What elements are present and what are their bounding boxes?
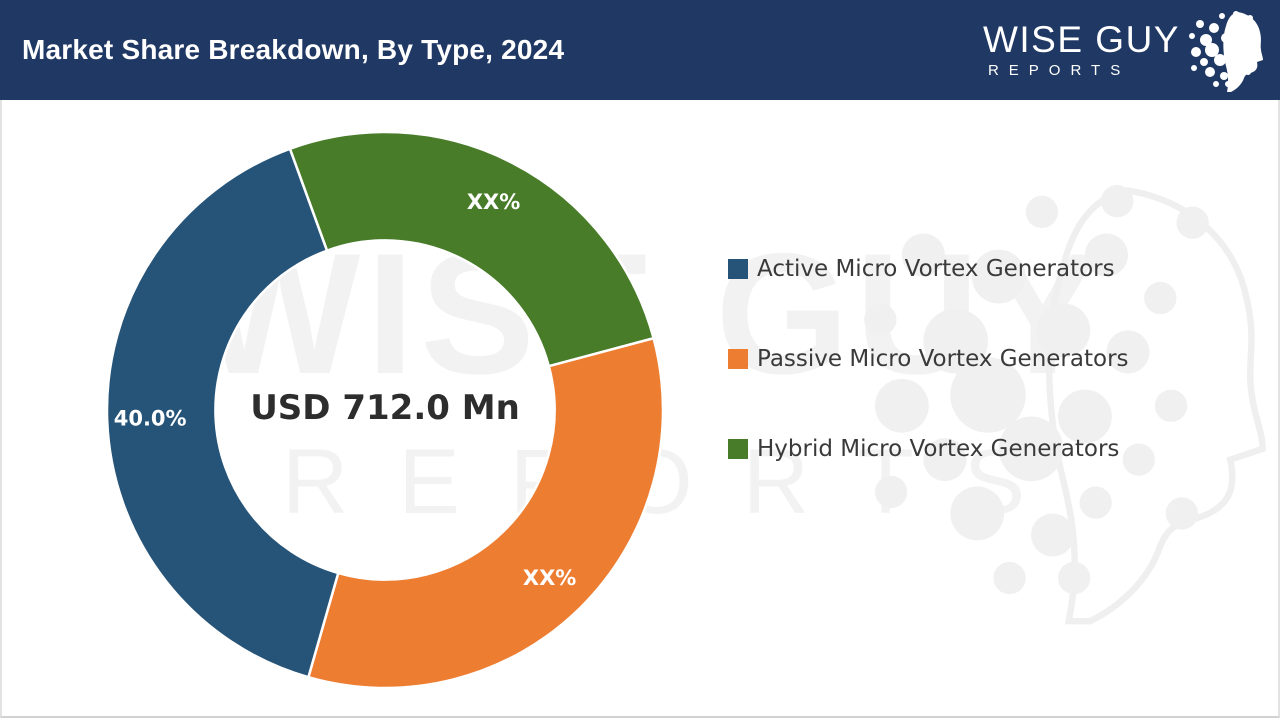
- legend-swatch-hybrid: [728, 439, 748, 459]
- donut-center-label: USD 712.0 Mn: [250, 388, 520, 428]
- legend-item-active: Active Micro Vortex Generators: [728, 257, 1129, 281]
- donut-segment: [288, 130, 656, 368]
- legend-label: Passive Micro Vortex Generators: [757, 346, 1129, 372]
- donut-chart: XX% XX% 40.0%: [105, 130, 665, 690]
- logo: WISE GUY REPORTS: [983, 6, 1266, 94]
- segment-label: 40.0%: [114, 407, 187, 431]
- page-title: Market Share Breakdown, By Type, 2024: [22, 34, 565, 65]
- donut-segment: [105, 147, 340, 679]
- segment-label: XX%: [467, 190, 520, 214]
- logo-wordmark: WISE GUY: [982, 19, 1180, 60]
- legend-swatch-active: [728, 259, 748, 279]
- legend-label: Active Micro Vortex Generators: [757, 256, 1115, 282]
- segment-label: XX%: [523, 566, 576, 590]
- legend: Active Micro Vortex Generators Passive M…: [728, 257, 1129, 461]
- logo-text: WISE GUY REPORTS: [983, 21, 1180, 79]
- donut-segment: [306, 336, 665, 690]
- legend-item-hybrid: Hybrid Micro Vortex Generators: [728, 437, 1129, 461]
- logo-subtext: REPORTS: [987, 62, 1131, 79]
- legend-item-passive: Passive Micro Vortex Generators: [728, 347, 1129, 371]
- legend-label: Hybrid Micro Vortex Generators: [757, 436, 1120, 462]
- logo-face-icon: [1189, 11, 1263, 92]
- legend-swatch-passive: [728, 349, 748, 369]
- chart-area: XX% XX% 40.0% USD 712.0 Mn Active Micro Vo…: [0, 100, 1280, 720]
- header-bar: Market Share Breakdown, By Type, 2024 WI…: [0, 0, 1280, 100]
